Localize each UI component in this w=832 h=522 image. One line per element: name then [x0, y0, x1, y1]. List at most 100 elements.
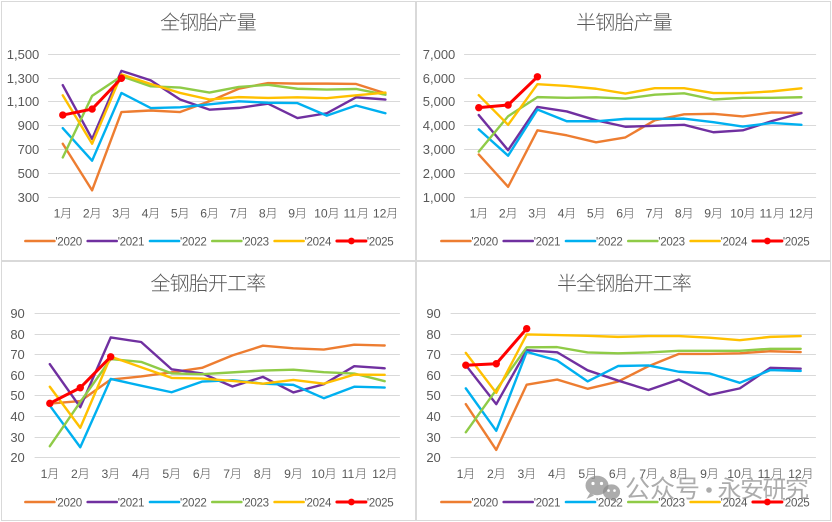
svg-text:60: 60 [10, 368, 24, 383]
svg-text:7: 7 [223, 467, 230, 481]
svg-text:1,300: 1,300 [7, 71, 40, 86]
svg-text:90: 90 [10, 306, 24, 321]
svg-text:12: 12 [373, 207, 387, 221]
svg-text:2: 2 [499, 207, 506, 221]
svg-text:1: 1 [457, 467, 464, 481]
svg-text:'2022: '2022 [596, 235, 623, 248]
svg-text:1,500: 1,500 [7, 47, 40, 62]
svg-text:'2024: '2024 [305, 235, 332, 248]
svg-text:9: 9 [704, 207, 711, 221]
svg-text:6: 6 [200, 207, 207, 221]
svg-text:'2020: '2020 [471, 496, 498, 509]
svg-text:6: 6 [609, 467, 616, 481]
svg-text:8: 8 [254, 467, 261, 481]
svg-text:10: 10 [314, 207, 328, 221]
svg-text:70: 70 [10, 347, 24, 362]
svg-text:'2020: '2020 [55, 496, 82, 509]
svg-text:6: 6 [616, 207, 623, 221]
svg-text:1: 1 [41, 467, 48, 481]
svg-text:80: 80 [426, 327, 440, 342]
svg-text:1: 1 [54, 207, 61, 221]
svg-text:60: 60 [426, 368, 440, 383]
svg-text:11: 11 [760, 207, 773, 221]
svg-text:12: 12 [788, 467, 802, 481]
svg-text:'2025: '2025 [783, 496, 810, 509]
svg-text:5,000: 5,000 [423, 94, 456, 109]
svg-text:'2023: '2023 [242, 496, 269, 509]
svg-text:30: 30 [426, 430, 440, 445]
svg-text:5: 5 [171, 207, 178, 221]
svg-text:'2024: '2024 [305, 496, 332, 509]
svg-text:10: 10 [727, 467, 741, 481]
svg-text:900: 900 [18, 118, 40, 133]
svg-text:40: 40 [426, 409, 440, 424]
svg-text:9: 9 [284, 467, 291, 481]
svg-text:'2020: '2020 [55, 235, 82, 248]
svg-text:4: 4 [548, 467, 555, 481]
svg-text:9: 9 [288, 207, 295, 221]
svg-text:500: 500 [18, 166, 40, 181]
svg-text:70: 70 [426, 347, 440, 362]
svg-text:4,000: 4,000 [423, 118, 456, 133]
svg-text:11: 11 [342, 467, 355, 481]
svg-text:2: 2 [487, 467, 494, 481]
svg-text:5: 5 [587, 207, 594, 221]
svg-text:6,000: 6,000 [423, 71, 456, 86]
svg-text:'2023: '2023 [658, 496, 685, 509]
svg-text:6: 6 [193, 467, 200, 481]
svg-text:'2023: '2023 [242, 235, 269, 248]
svg-text:'2020: '2020 [471, 235, 498, 248]
svg-text:7: 7 [639, 467, 646, 481]
svg-text:2: 2 [83, 207, 90, 221]
svg-text:'2025: '2025 [367, 235, 394, 248]
svg-text:80: 80 [10, 327, 24, 342]
svg-text:9: 9 [700, 467, 707, 481]
svg-text:1: 1 [470, 207, 477, 221]
svg-text:5: 5 [578, 467, 585, 481]
svg-text:12: 12 [789, 207, 803, 221]
svg-text:8: 8 [259, 207, 266, 221]
svg-text:2,000: 2,000 [423, 166, 456, 181]
svg-text:4: 4 [132, 467, 139, 481]
svg-text:'2024: '2024 [721, 235, 748, 248]
svg-text:3: 3 [518, 467, 525, 481]
svg-text:10: 10 [311, 467, 325, 481]
svg-text:300: 300 [18, 190, 40, 205]
svg-text:4: 4 [558, 207, 565, 221]
svg-text:'2021: '2021 [534, 496, 561, 509]
svg-text:1,100: 1,100 [7, 94, 40, 109]
svg-text:40: 40 [10, 409, 24, 424]
svg-text:1,000: 1,000 [423, 190, 456, 205]
svg-text:7: 7 [230, 207, 237, 221]
svg-text:'2025: '2025 [783, 235, 810, 248]
svg-text:7,000: 7,000 [423, 47, 456, 62]
svg-text:700: 700 [18, 142, 40, 157]
svg-text:3: 3 [102, 467, 109, 481]
svg-text:'2021: '2021 [118, 235, 145, 248]
svg-text:50: 50 [10, 388, 24, 403]
svg-text:'2021: '2021 [534, 235, 561, 248]
svg-text:3: 3 [112, 207, 119, 221]
svg-text:11: 11 [344, 207, 357, 221]
svg-text:'2025: '2025 [367, 496, 394, 509]
svg-text:5: 5 [162, 467, 169, 481]
svg-text:'2022: '2022 [180, 235, 207, 248]
svg-text:8: 8 [670, 467, 677, 481]
svg-text:30: 30 [10, 430, 24, 445]
svg-text:20: 20 [10, 450, 24, 465]
svg-text:50: 50 [426, 388, 440, 403]
svg-text:'2023: '2023 [658, 235, 685, 248]
svg-text:2: 2 [71, 467, 78, 481]
svg-text:3: 3 [528, 207, 535, 221]
svg-text:10: 10 [730, 207, 744, 221]
svg-text:'2022: '2022 [180, 496, 207, 509]
svg-text:20: 20 [426, 450, 440, 465]
svg-text:4: 4 [142, 207, 149, 221]
svg-text:90: 90 [426, 306, 440, 321]
svg-text:12: 12 [372, 467, 386, 481]
svg-text:7: 7 [646, 207, 653, 221]
svg-text:11: 11 [758, 467, 771, 481]
svg-text:3,000: 3,000 [423, 142, 456, 157]
svg-text:'2021: '2021 [118, 496, 145, 509]
svg-text:'2024: '2024 [721, 496, 748, 509]
